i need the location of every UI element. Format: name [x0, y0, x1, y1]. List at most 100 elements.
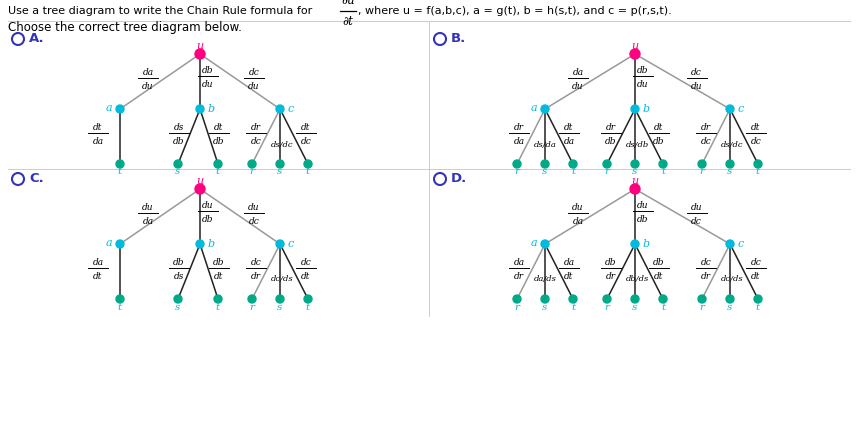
- Text: b: b: [208, 104, 215, 114]
- Text: db/ds: db/ds: [625, 276, 649, 284]
- Circle shape: [195, 49, 205, 59]
- Text: du: du: [202, 201, 214, 210]
- Circle shape: [116, 105, 124, 113]
- Text: dr: dr: [251, 123, 261, 132]
- Text: dc: dc: [249, 68, 259, 77]
- Text: r: r: [605, 302, 609, 312]
- Circle shape: [698, 160, 706, 168]
- Text: db: db: [214, 137, 225, 146]
- Text: da: da: [572, 217, 583, 226]
- Text: r: r: [699, 302, 704, 312]
- Text: t: t: [306, 302, 310, 312]
- Text: dc: dc: [249, 217, 259, 226]
- Text: s: s: [632, 167, 637, 176]
- Text: t: t: [571, 302, 575, 312]
- Text: Choose the correct tree diagram below.: Choose the correct tree diagram below.: [8, 22, 242, 34]
- Circle shape: [541, 295, 549, 303]
- Circle shape: [116, 240, 124, 248]
- Circle shape: [541, 240, 549, 248]
- Text: du: du: [572, 203, 583, 212]
- Text: b: b: [643, 239, 650, 249]
- Text: B.: B.: [451, 33, 466, 45]
- Text: r: r: [250, 302, 255, 312]
- Text: da: da: [93, 137, 104, 146]
- Text: dc/ds: dc/ds: [721, 276, 743, 284]
- Text: ds/dc: ds/dc: [721, 140, 743, 148]
- Text: dc: dc: [251, 258, 262, 267]
- Circle shape: [304, 295, 312, 303]
- Text: b: b: [643, 104, 650, 114]
- Circle shape: [513, 160, 521, 168]
- Circle shape: [631, 295, 639, 303]
- Text: dc: dc: [751, 258, 761, 267]
- Circle shape: [196, 105, 204, 113]
- Text: da: da: [513, 137, 524, 146]
- Text: du: du: [691, 203, 702, 212]
- Text: t: t: [756, 167, 760, 176]
- Text: c: c: [738, 104, 744, 114]
- Text: db: db: [605, 137, 617, 146]
- Circle shape: [248, 295, 256, 303]
- Text: ds/da: ds/da: [534, 140, 557, 148]
- Text: du: du: [248, 203, 260, 212]
- Circle shape: [276, 160, 284, 168]
- Text: dr: dr: [606, 123, 616, 132]
- Text: u: u: [196, 176, 203, 186]
- Text: t: t: [118, 302, 122, 312]
- Text: dc: dc: [692, 217, 702, 226]
- Text: a: a: [530, 103, 537, 113]
- Text: s: s: [175, 302, 181, 312]
- Text: dt: dt: [301, 272, 311, 281]
- Text: da: da: [142, 68, 154, 77]
- Text: db: db: [202, 66, 214, 75]
- Text: dc: dc: [701, 258, 711, 267]
- Circle shape: [603, 295, 611, 303]
- Text: A.: A.: [29, 33, 45, 45]
- Text: b: b: [208, 239, 215, 249]
- Text: db: db: [202, 215, 214, 224]
- Text: dt: dt: [655, 123, 664, 132]
- Text: a: a: [106, 238, 112, 248]
- Text: s: s: [277, 167, 282, 176]
- Text: ds: ds: [174, 272, 184, 281]
- Text: s: s: [728, 302, 733, 312]
- Text: dt: dt: [214, 123, 224, 132]
- Text: dt: dt: [655, 272, 664, 281]
- Text: t: t: [571, 167, 575, 176]
- Text: s: s: [175, 167, 181, 176]
- Text: db: db: [637, 66, 649, 75]
- Circle shape: [726, 105, 734, 113]
- Text: u: u: [631, 176, 638, 186]
- Text: da: da: [564, 258, 575, 267]
- Text: du: du: [572, 82, 583, 91]
- Circle shape: [214, 160, 222, 168]
- Text: dc/ds: dc/ds: [270, 276, 293, 284]
- Text: c: c: [738, 239, 744, 249]
- Text: s: s: [728, 167, 733, 176]
- Text: c: c: [288, 239, 294, 249]
- Text: da: da: [142, 217, 154, 226]
- Text: t: t: [661, 302, 665, 312]
- Text: u: u: [631, 41, 638, 51]
- Circle shape: [248, 160, 256, 168]
- Text: s: s: [277, 302, 282, 312]
- Text: t: t: [756, 302, 760, 312]
- Text: r: r: [515, 302, 519, 312]
- Text: s: s: [542, 167, 547, 176]
- Circle shape: [726, 160, 734, 168]
- Circle shape: [631, 240, 639, 248]
- Text: s: s: [632, 302, 637, 312]
- Text: ∂t: ∂t: [342, 15, 353, 28]
- Text: dc: dc: [751, 137, 761, 146]
- Circle shape: [569, 160, 577, 168]
- Circle shape: [214, 295, 222, 303]
- Text: , where u = f(a,b,c), a = g(t), b = h(s,t), and c = p(r,s,t).: , where u = f(a,b,c), a = g(t), b = h(s,…: [358, 6, 672, 16]
- Circle shape: [116, 295, 124, 303]
- Text: dt: dt: [94, 123, 103, 132]
- Text: dt: dt: [565, 123, 574, 132]
- Text: du: du: [248, 82, 260, 91]
- Text: dt: dt: [214, 272, 224, 281]
- Circle shape: [541, 160, 549, 168]
- Text: dc: dc: [300, 137, 311, 146]
- Circle shape: [195, 184, 205, 194]
